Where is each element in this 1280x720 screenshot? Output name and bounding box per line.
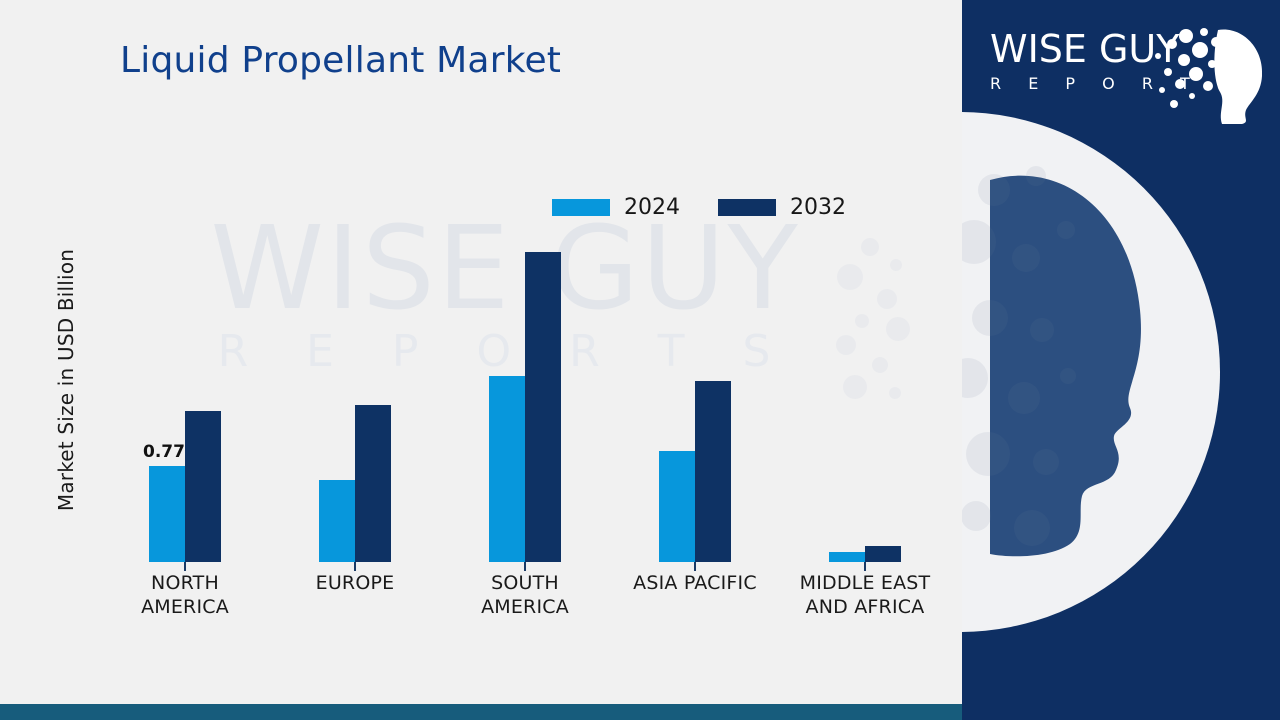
bar-2032[interactable] [185, 410, 221, 562]
brain-dots-decoration-icon [962, 166, 1076, 546]
x-axis-tick [694, 562, 696, 571]
brand-logo-word: WISE GUY [990, 27, 1180, 71]
x-axis-tick [184, 562, 186, 571]
x-axis-tick-label: SOUTH AMERICA [481, 572, 569, 618]
brand-logo-subtitle: R E P O R T S [990, 74, 1239, 93]
bar-pair [475, 150, 575, 562]
x-axis-tick-label: MIDDLE EAST AND AFRICA [799, 572, 931, 618]
x-axis-tick [864, 562, 866, 571]
bar-pair [305, 150, 405, 562]
brand-panel: WISE GUY R E P O R T S [962, 0, 1280, 720]
bar-pair [645, 150, 745, 562]
y-axis-label-text: Market Size in USD Billion [54, 248, 79, 512]
legend-item-2032[interactable]: 2032 [718, 195, 846, 220]
x-axis-tick [354, 562, 356, 571]
x-axis-tick-label: ASIA PACIFIC [633, 572, 757, 594]
legend-swatch-2032 [718, 199, 776, 216]
x-axis-tick [524, 562, 526, 571]
chart-legend: 2024 2032 [552, 195, 846, 220]
legend-item-2024[interactable]: 2024 [552, 195, 680, 220]
bar-2024[interactable] [319, 479, 355, 562]
brand-logo[interactable]: WISE GUY R E P O R T S [990, 27, 1263, 124]
bar-2032[interactable] [695, 380, 731, 562]
bar-2032[interactable] [355, 404, 391, 562]
bar-group [305, 150, 405, 571]
bar-group [815, 150, 915, 571]
legend-swatch-2024 [552, 199, 610, 216]
head-silhouette-icon [990, 175, 1141, 557]
legend-label-2024: 2024 [624, 195, 680, 220]
bar-2024[interactable] [489, 375, 525, 562]
x-axis-tick-label: NORTH AMERICA [141, 572, 229, 618]
bar-2032[interactable] [865, 545, 901, 562]
chart-panel: WISE GUY R E P O R T S Liquid Propellant… [0, 40, 962, 720]
bar-group: 0.77 [135, 150, 235, 571]
bar-pair [135, 150, 235, 562]
bar-group [645, 150, 745, 571]
x-axis-tick-label: EUROPE [315, 572, 395, 594]
bar-value-label: 0.77 [143, 441, 185, 462]
y-axis-label: Market Size in USD Billion [44, 200, 88, 560]
footer-accent-bar [0, 704, 962, 720]
bar-pair [815, 150, 915, 562]
bar-2024[interactable] [829, 552, 865, 562]
bar-group [475, 150, 575, 571]
legend-label-2032: 2032 [790, 195, 846, 220]
bar-2024[interactable] [659, 450, 695, 562]
plot-area: 0.77 [105, 150, 935, 571]
bar-2032[interactable] [525, 252, 561, 562]
page-title: Liquid Propellant Market [120, 40, 562, 81]
bar-2024[interactable] [149, 465, 185, 562]
logo-dots-cluster-icon [1155, 28, 1263, 124]
